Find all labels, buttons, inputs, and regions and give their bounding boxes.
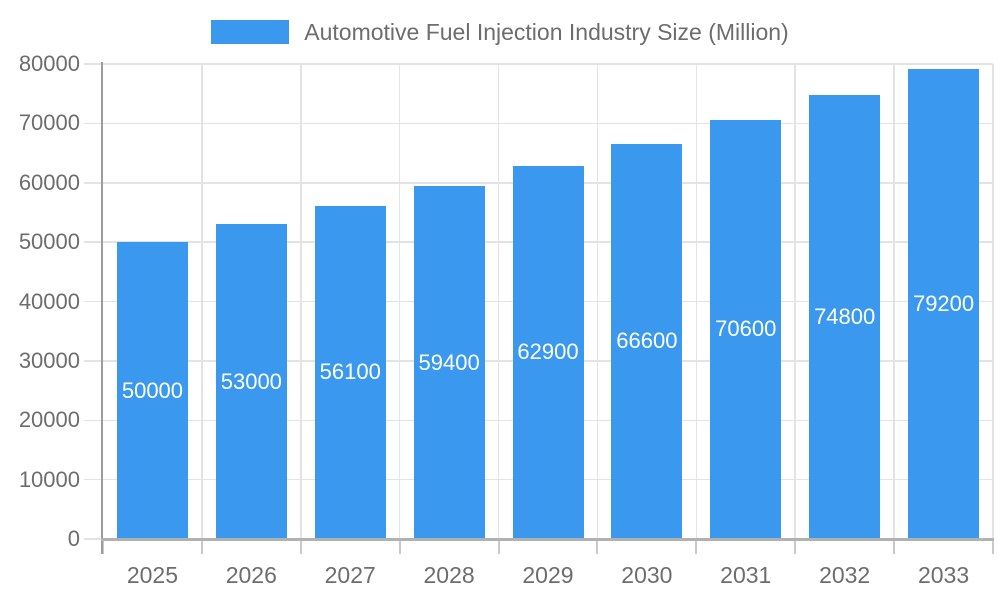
y-axis-tick-label: 40000 bbox=[18, 288, 80, 314]
v-gridline bbox=[300, 64, 302, 539]
y-axis-tick-label: 30000 bbox=[18, 347, 80, 373]
y-tick bbox=[84, 300, 101, 303]
v-gridline bbox=[201, 64, 203, 539]
y-tick bbox=[84, 63, 101, 65]
v-gridline bbox=[695, 64, 698, 539]
bar-value-label: 79200 bbox=[912, 290, 975, 316]
y-axis-tick-label: 0 bbox=[67, 526, 80, 551]
x-axis-tick-label: 2031 bbox=[720, 562, 772, 588]
x-axis-tick-label: 2027 bbox=[324, 562, 376, 588]
x-tick bbox=[596, 539, 599, 554]
v-gridline bbox=[497, 64, 500, 539]
bar-2026 bbox=[215, 224, 287, 539]
chart-legend: Automotive Fuel Injection Industry Size … bbox=[0, 18, 1000, 46]
x-tick bbox=[992, 539, 994, 554]
y-tick bbox=[84, 182, 101, 184]
v-gridline bbox=[596, 64, 599, 539]
y-tick bbox=[84, 241, 101, 243]
x-axis-tick-label: 2029 bbox=[522, 562, 574, 588]
x-axis-tick-label: 2030 bbox=[621, 562, 673, 588]
bar-2030 bbox=[611, 143, 683, 539]
bar-value-label: 66600 bbox=[616, 328, 678, 354]
y-tick bbox=[84, 122, 101, 125]
y-axis-line bbox=[101, 62, 103, 554]
y-axis-tick-label: 70000 bbox=[18, 110, 80, 136]
x-tick bbox=[794, 539, 797, 554]
bar-value-label: 62900 bbox=[517, 339, 579, 365]
y-axis-tick-label: 80000 bbox=[18, 51, 80, 76]
bar-value-label: 59400 bbox=[418, 349, 480, 375]
x-tick bbox=[299, 539, 302, 554]
bar-value-label: 53000 bbox=[220, 368, 282, 394]
x-axis-tick-label: 2033 bbox=[917, 562, 970, 588]
x-axis-tick-label: 2025 bbox=[126, 562, 179, 588]
x-tick bbox=[102, 539, 104, 554]
x-tick bbox=[695, 539, 698, 554]
bar-2025 bbox=[116, 242, 188, 539]
legend-label: Automotive Fuel Injection Industry Size … bbox=[304, 19, 789, 45]
x-axis-tick-label: 2028 bbox=[423, 562, 475, 588]
x-tick bbox=[893, 539, 896, 554]
x-axis-tick-label: 2026 bbox=[225, 562, 277, 588]
legend-swatch bbox=[211, 20, 290, 44]
y-axis-tick-label: 10000 bbox=[18, 466, 80, 492]
y-tick bbox=[84, 478, 101, 481]
y-tick bbox=[84, 419, 101, 421]
bar-value-label: 70600 bbox=[715, 316, 777, 342]
y-tick bbox=[84, 538, 101, 540]
x-tick bbox=[398, 539, 401, 554]
y-axis-tick-label: 20000 bbox=[18, 407, 80, 433]
y-axis-tick-label: 60000 bbox=[18, 169, 80, 195]
x-axis-tick-label: 2032 bbox=[819, 562, 871, 588]
bar-2027 bbox=[314, 205, 386, 539]
x-tick bbox=[200, 539, 203, 554]
bar-2031 bbox=[710, 119, 782, 539]
v-gridline bbox=[992, 64, 994, 539]
y-tick bbox=[84, 360, 101, 362]
bar-2032 bbox=[809, 94, 881, 539]
bar-2029 bbox=[512, 165, 584, 539]
v-gridline bbox=[398, 64, 401, 539]
h-gridline bbox=[103, 63, 993, 65]
bar-value-label: 56100 bbox=[319, 359, 381, 385]
bar-value-label: 74800 bbox=[814, 303, 876, 329]
v-gridline bbox=[893, 64, 895, 539]
bar-value-label: 50000 bbox=[121, 377, 184, 403]
bar-2033 bbox=[908, 68, 980, 539]
x-tick bbox=[497, 539, 500, 554]
y-axis-tick-label: 50000 bbox=[18, 229, 80, 255]
v-gridline bbox=[794, 64, 796, 539]
